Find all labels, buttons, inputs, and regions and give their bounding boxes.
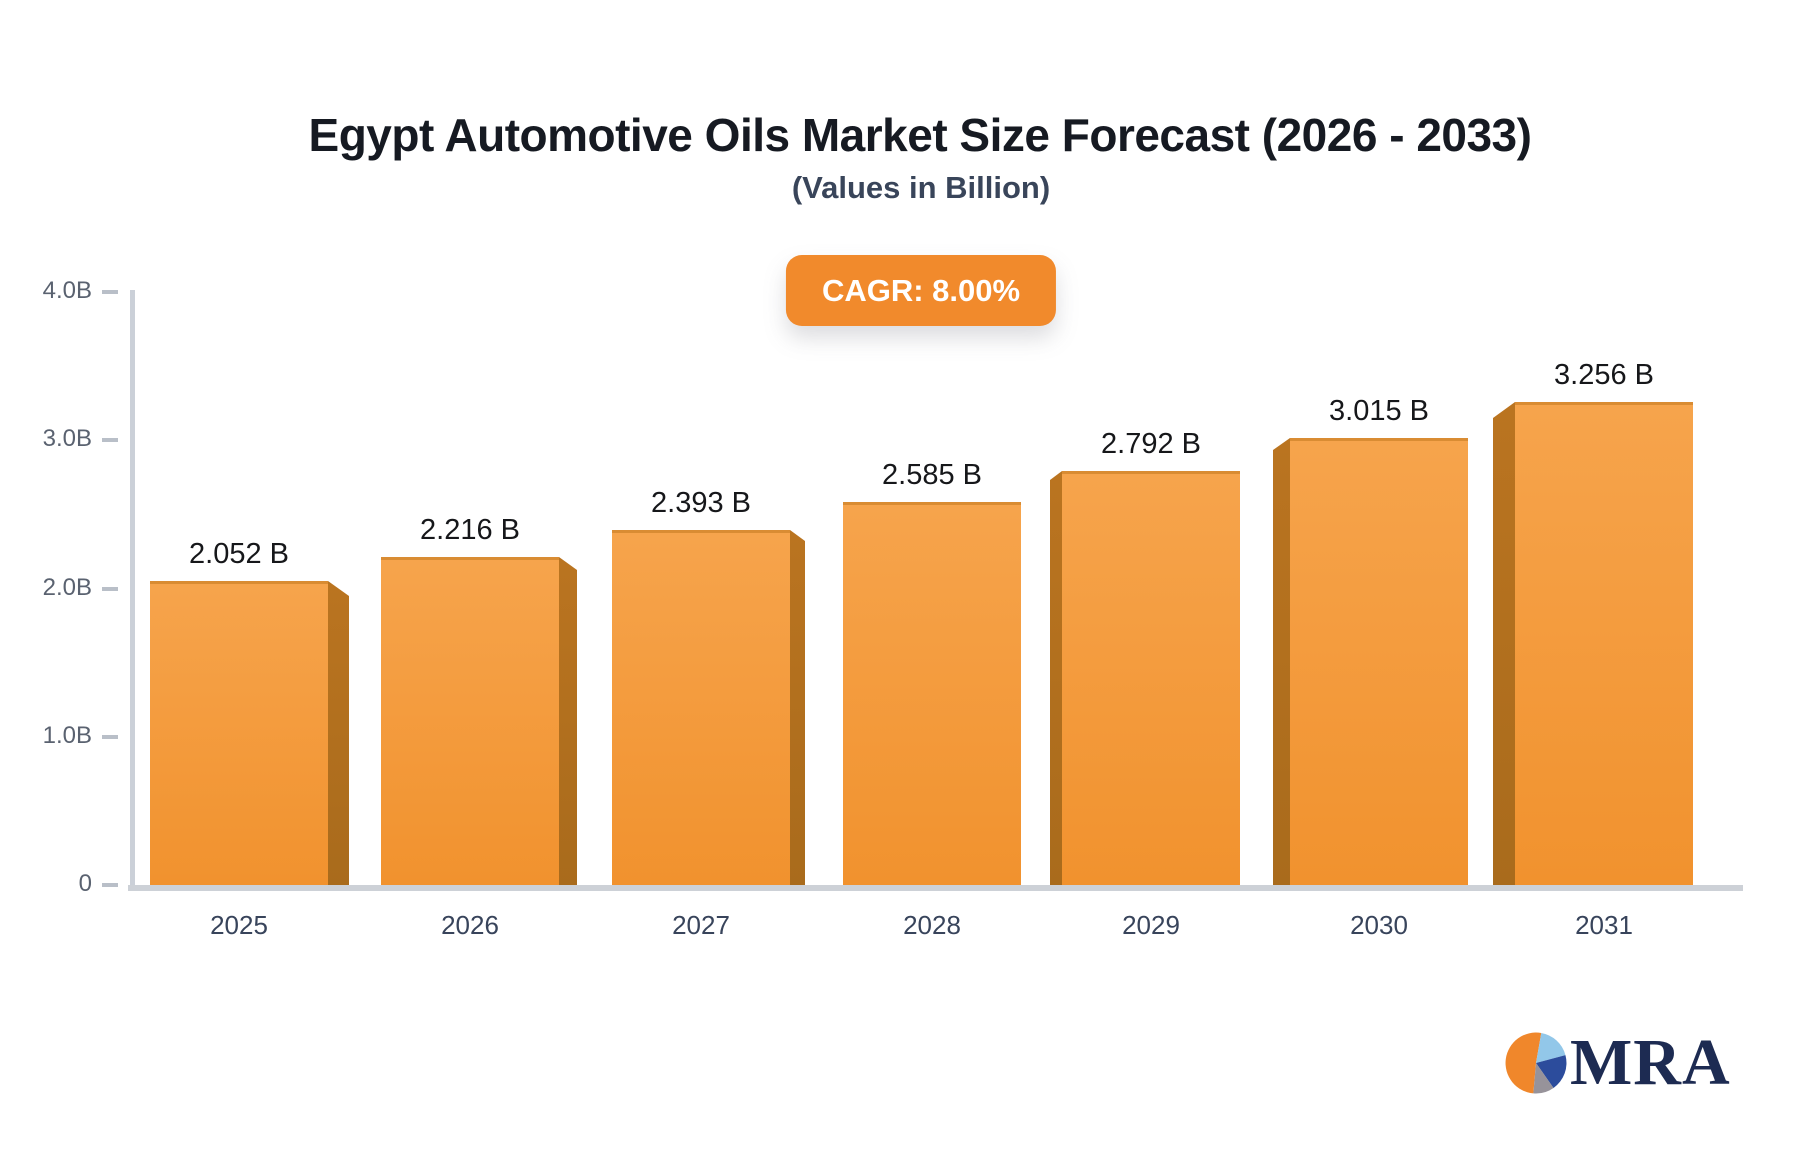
y-tick-label: 0 [78,870,92,897]
bar-2030[interactable] [1290,438,1468,885]
mra-logo: MRA [1504,1030,1731,1096]
y-tick-label: 2.0B [42,573,92,601]
x-tick-label-2029: 2029 [1122,910,1180,940]
bar-value-label: 3.015 B [1329,395,1429,427]
y-tick-label: 1.0B [42,721,92,749]
x-tick-label-2030: 2030 [1350,910,1408,940]
bar-2025[interactable] [150,581,328,885]
y-tick-mark [102,883,118,887]
pie-chart-icon [1505,1032,1567,1094]
y-tick-label: 3.0B [42,425,92,453]
bar-value-label: 2.585 B [882,459,982,491]
x-tick-label-2027: 2027 [672,910,730,940]
chart-subtitle: (Values in Billion) [791,170,1051,205]
bar-value-label: 2.792 B [1101,428,1201,460]
bar-2026[interactable] [381,557,559,885]
y-tick-mark [102,290,118,295]
bar-value-label: 2.052 B [189,538,289,570]
bar-2029[interactable] [1062,471,1240,885]
bar-side-2031 [1493,402,1515,885]
bar-side-2029 [1050,471,1062,885]
y-tick-mark [102,734,118,739]
bar-side-2026 [559,557,577,885]
bar-side-2025 [328,581,349,885]
cagr-badge: CAGR: 8.00% [785,255,1057,326]
bar-2028[interactable] [843,502,1021,885]
bar-side-2027 [790,530,805,885]
chart-title: Egypt Automotive Oils Market Size Foreca… [308,109,1532,161]
logo-text: MRA [1570,1026,1731,1099]
bar-side-2030 [1273,438,1290,885]
bar-value-label: 2.216 B [420,514,520,546]
x-tick-label-2031: 2031 [1575,910,1633,940]
x-tick-label-2026: 2026 [441,910,499,940]
bar-value-label: 2.393 B [651,487,751,519]
x-tick-label-2028: 2028 [903,910,961,940]
y-tick-mark [102,438,118,443]
y-tick-mark [102,586,118,591]
bar-2027[interactable] [612,530,790,885]
x-tick-label-2025: 2025 [210,910,268,940]
y-tick-label: 4.0B [42,277,92,305]
x-axis-line [128,885,1743,891]
bar-value-label: 3.256 B [1554,359,1654,391]
y-axis-line [130,290,135,888]
bar-2031[interactable] [1515,402,1693,885]
